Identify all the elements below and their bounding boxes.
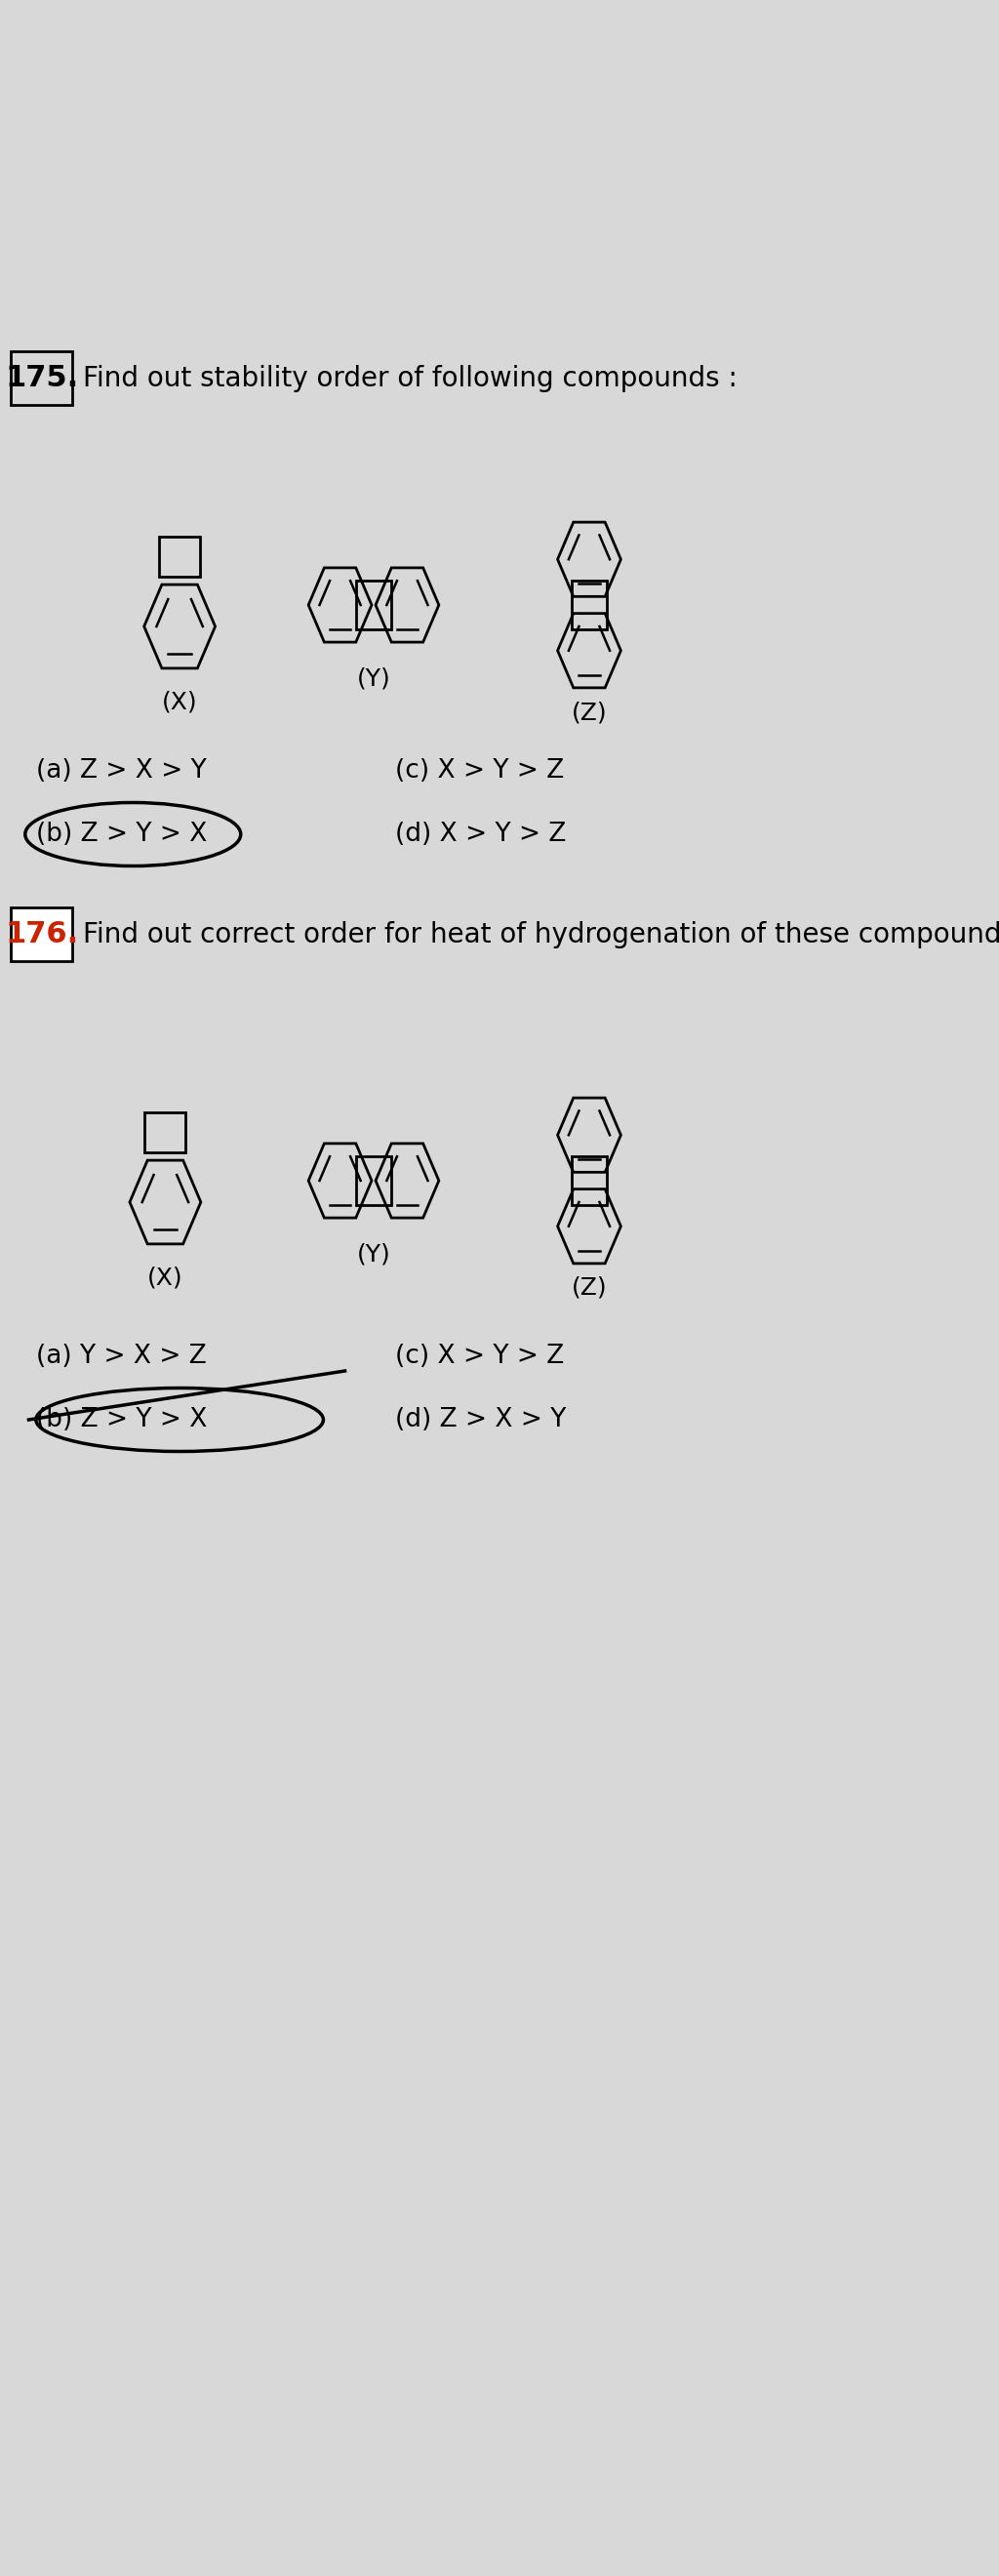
- Bar: [159, 536, 200, 577]
- Text: (a) Z > X > Y: (a) Z > X > Y: [36, 757, 207, 783]
- Bar: [11, 350, 72, 404]
- Text: Find out stability order of following compounds :: Find out stability order of following co…: [83, 366, 737, 392]
- Text: 176.: 176.: [5, 920, 78, 948]
- Text: (d) X > Y > Z: (d) X > Y > Z: [396, 822, 566, 848]
- Bar: [356, 580, 392, 629]
- Text: (a) Y > X > Z: (a) Y > X > Z: [36, 1345, 207, 1368]
- Text: (d) Z > X > Y: (d) Z > X > Y: [396, 1406, 566, 1432]
- Bar: [571, 580, 607, 629]
- Text: (c) X > Y > Z: (c) X > Y > Z: [396, 1345, 564, 1368]
- Text: (Z): (Z): [571, 1275, 607, 1301]
- Text: (Y): (Y): [357, 667, 391, 690]
- Text: (Y): (Y): [357, 1242, 391, 1265]
- Bar: [145, 1113, 186, 1154]
- Bar: [571, 1157, 607, 1206]
- Bar: [11, 907, 72, 961]
- Text: (c) X > Y > Z: (c) X > Y > Z: [396, 757, 564, 783]
- Text: 175.: 175.: [5, 363, 78, 392]
- Text: (Z): (Z): [571, 701, 607, 724]
- Text: (b) Z > Y > X: (b) Z > Y > X: [36, 822, 207, 848]
- Text: (b) Z > Y > X: (b) Z > Y > X: [36, 1406, 207, 1432]
- Text: (X): (X): [148, 1267, 183, 1291]
- Text: Find out correct order for heat of hydrogenation of these compounds :: Find out correct order for heat of hydro…: [83, 922, 999, 948]
- Text: (X): (X): [162, 690, 198, 714]
- Bar: [356, 1157, 392, 1206]
